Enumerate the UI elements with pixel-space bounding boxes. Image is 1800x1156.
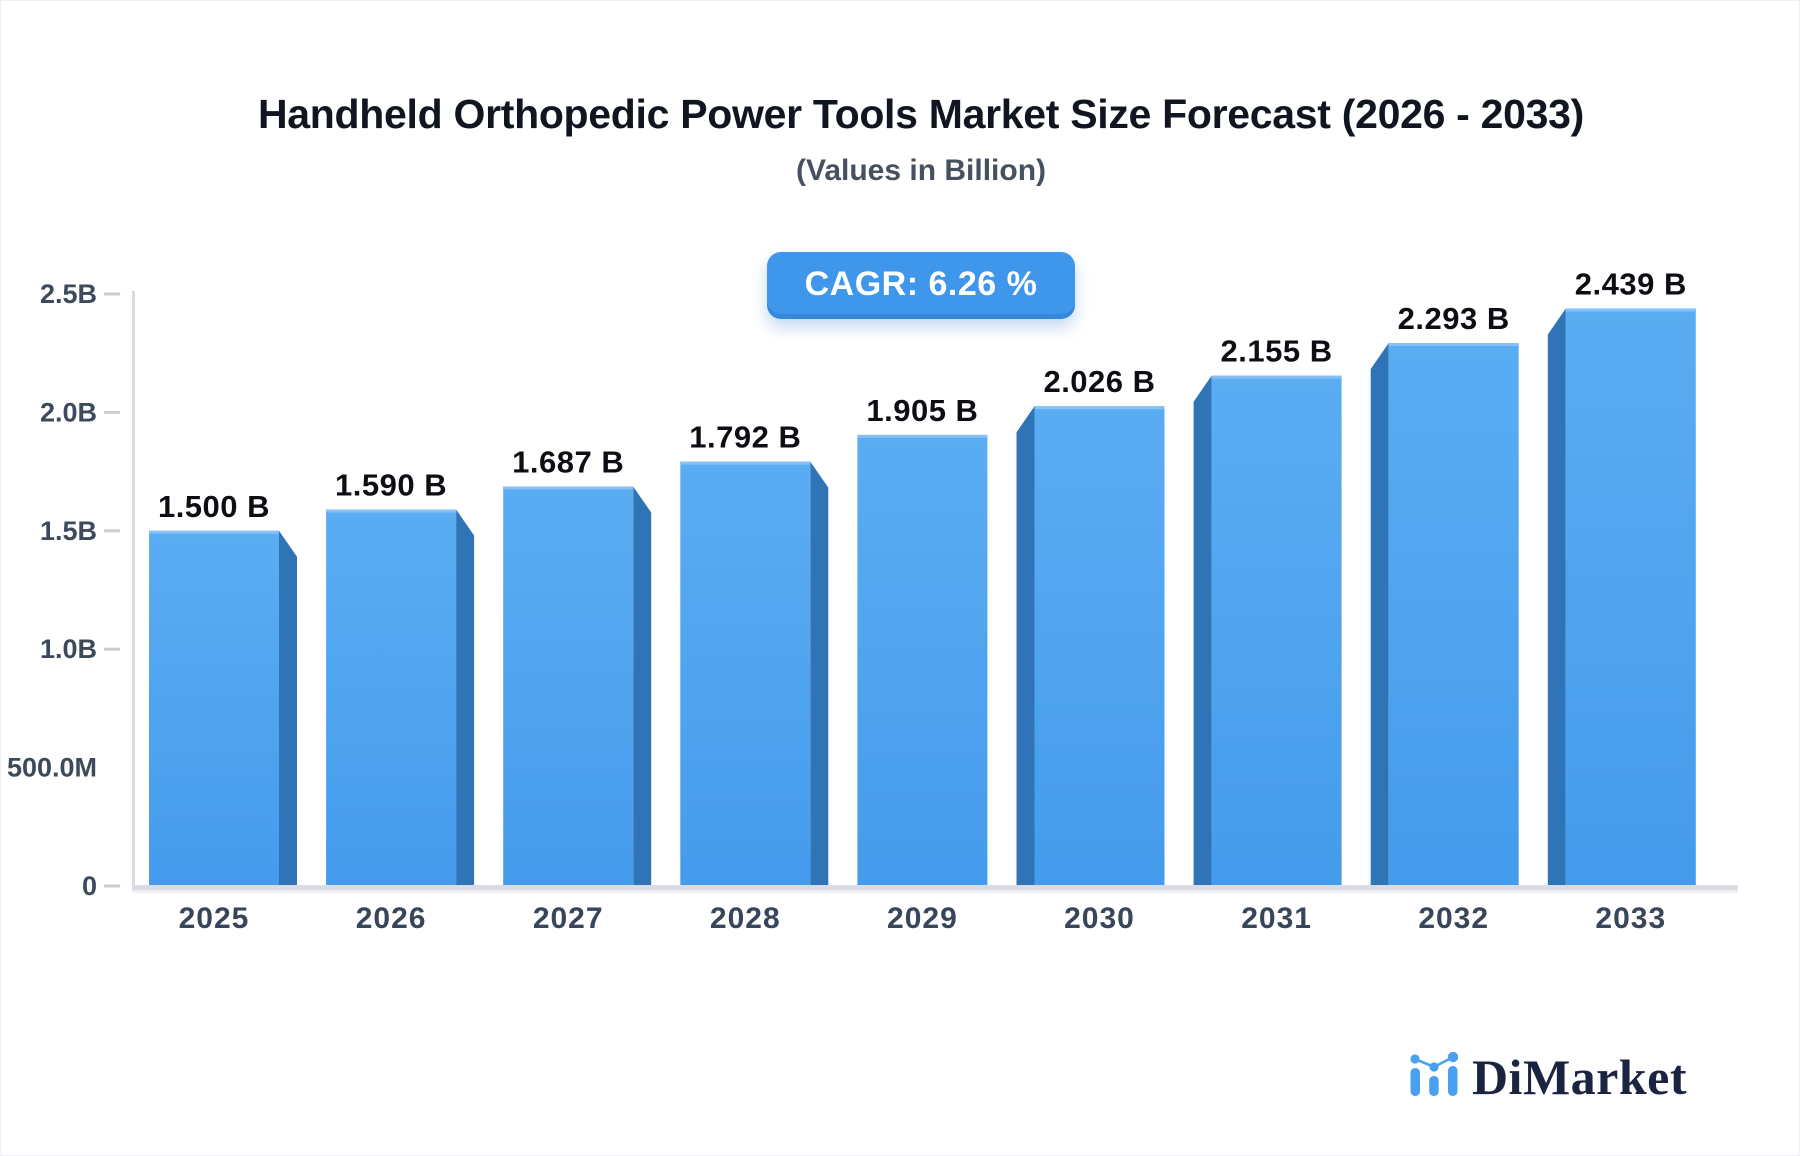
- x-axis-label: 2029: [887, 902, 958, 935]
- x-axis-label: 2027: [533, 902, 604, 935]
- cagr-badge: CAGR: 6.26 %: [766, 252, 1076, 319]
- chart-subtitle: (Values in Billion): [795, 154, 1047, 187]
- bar-value-label: 2.026 B: [1043, 364, 1155, 399]
- bar-top-highlight: [857, 434, 988, 438]
- x-axis-label: 2028: [710, 902, 781, 935]
- y-axis-label: 500.0M: [7, 753, 97, 783]
- x-axis-label: 2033: [1595, 902, 1666, 935]
- y-axis-label: 2.0B: [40, 397, 97, 427]
- bar-side-shading: [1016, 406, 1035, 886]
- y-axis-tick: [104, 292, 120, 296]
- x-axis-label: 2030: [1064, 902, 1135, 935]
- bar-side-shading: [810, 461, 829, 886]
- bar-2025: [149, 530, 279, 886]
- bar-side-shading: [279, 530, 297, 886]
- bar-2032: [1388, 343, 1519, 887]
- bar-value-label: 1.905 B: [866, 393, 978, 428]
- bar-top-highlight: [503, 486, 634, 490]
- bar-top-highlight: [149, 530, 279, 534]
- chart-title: Handheld Orthopedic Power Tools Market S…: [258, 91, 1584, 137]
- bar-top-highlight: [680, 461, 811, 465]
- bar-2028: [680, 461, 811, 886]
- bar-2033: [1565, 308, 1696, 886]
- y-axis-label: 0: [82, 871, 97, 901]
- bar-top-highlight: [1565, 308, 1696, 312]
- bar-2030: [1034, 406, 1165, 886]
- x-axis-label: 2025: [179, 902, 250, 935]
- y-axis-tick: [104, 647, 120, 651]
- badge-row: CAGR: 6.26 %: [43, 252, 1799, 319]
- bar-top-highlight: [1388, 343, 1519, 347]
- y-axis-label: 1.5B: [40, 516, 97, 546]
- x-axis-label: 2026: [356, 902, 427, 935]
- y-axis-line: [132, 291, 135, 890]
- bar-value-label: 2.155 B: [1221, 334, 1333, 369]
- bar-top-highlight: [1034, 406, 1165, 410]
- bar-side-shading: [633, 486, 652, 886]
- bar-side-shading: [456, 509, 475, 886]
- dimarket-logo: DiMarket: [1410, 1049, 1687, 1105]
- bar-top-highlight: [1211, 375, 1342, 379]
- y-axis-tick: [104, 529, 120, 533]
- dimarket-logo-text: DiMarket: [1471, 1049, 1687, 1105]
- bar-2031: [1211, 375, 1342, 886]
- y-axis-label: 1.0B: [40, 634, 97, 664]
- x-axis-label: 2032: [1418, 902, 1489, 935]
- bar-top-highlight: [326, 509, 457, 513]
- bar-value-label: 1.590 B: [335, 467, 447, 502]
- bar-value-label: 1.792 B: [689, 420, 801, 455]
- bar-value-label: 1.500 B: [158, 489, 270, 524]
- x-axis-label: 2031: [1241, 902, 1312, 935]
- bar-value-label: 2.439 B: [1575, 266, 1687, 301]
- x-axis-line: [132, 885, 1738, 890]
- bar-2027: [503, 486, 634, 886]
- y-axis-label: 2.5B: [40, 279, 97, 309]
- y-axis-tick: [104, 884, 120, 888]
- x-axis-line-shadow: [132, 890, 1738, 893]
- bar-2026: [326, 509, 457, 886]
- dimarket-logo-icon: [1410, 1052, 1458, 1096]
- bar-side-shading: [1193, 375, 1212, 886]
- chart-header: Handheld Orthopedic Power Tools Market S…: [43, 89, 1799, 189]
- bar-side-shading: [1547, 308, 1566, 886]
- bar-value-label: 2.293 B: [1398, 301, 1510, 336]
- y-axis-tick: [104, 410, 120, 414]
- bar-value-label: 1.687 B: [512, 445, 624, 480]
- bar-side-shading: [1370, 343, 1389, 887]
- bar-2029: [857, 434, 988, 886]
